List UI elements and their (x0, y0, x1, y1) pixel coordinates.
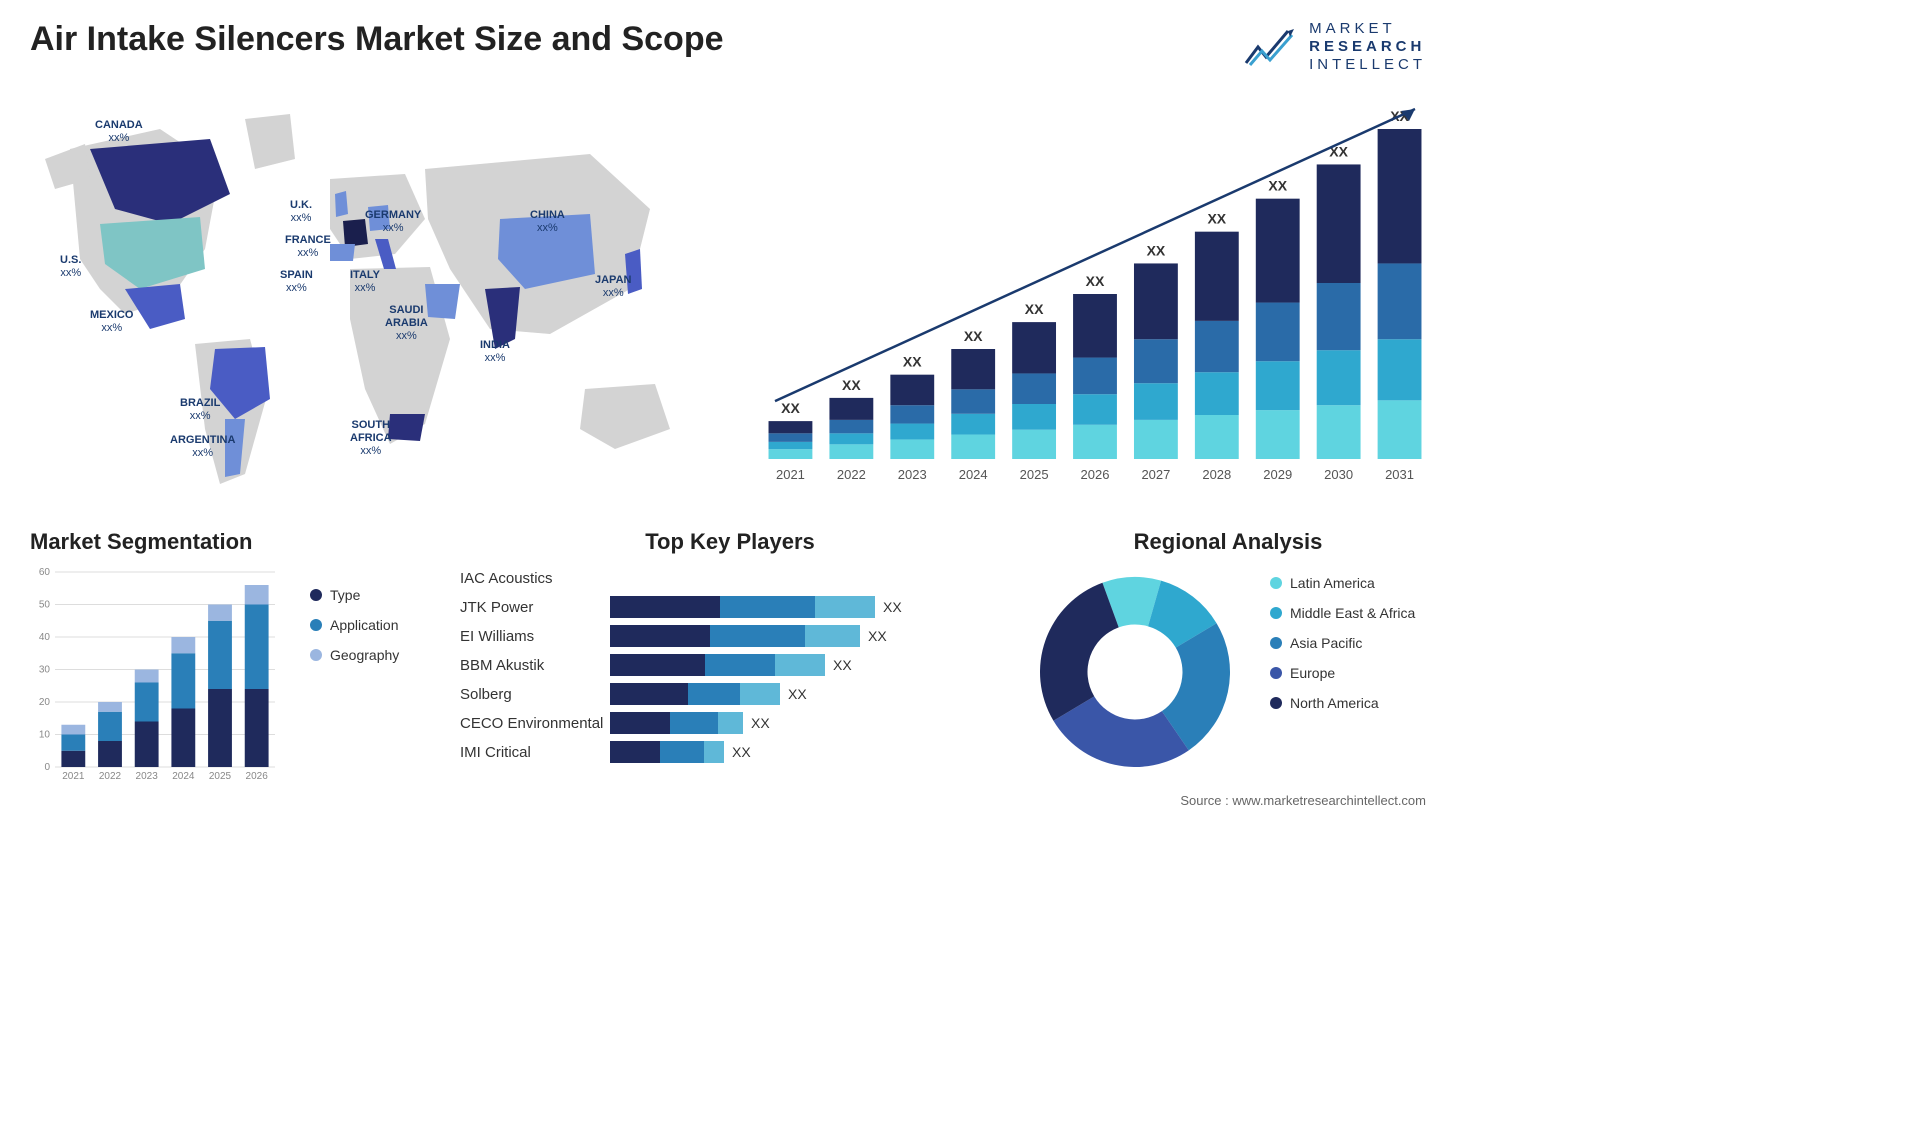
map-label: CHINAxx% (530, 209, 565, 235)
svg-text:2029: 2029 (1263, 467, 1292, 482)
svg-text:2031: 2031 (1385, 467, 1414, 482)
regional-title: Regional Analysis (1030, 529, 1426, 555)
legend-item: Latin America (1270, 575, 1415, 591)
logo-line2: RESEARCH (1309, 38, 1426, 56)
legend-item: Application (310, 617, 399, 633)
svg-text:2022: 2022 (837, 467, 866, 482)
map-label: BRAZILxx% (180, 397, 220, 423)
player-row: EI WilliamsXX (460, 625, 1000, 647)
map-label: ITALYxx% (350, 269, 380, 295)
map-label: GERMANYxx% (365, 209, 421, 235)
regional-donut (1030, 567, 1240, 777)
legend-item: Type (310, 587, 399, 603)
world-map: CANADAxx% U.S.xx% MEXICOxx% BRAZILxx% ARGENT… (30, 89, 710, 499)
svg-text:30: 30 (39, 665, 51, 676)
map-label: FRANCExx% (285, 234, 331, 260)
map-label: U.K.xx% (290, 199, 312, 225)
map-label: CANADAxx% (95, 119, 143, 145)
map-label: SPAINxx% (280, 269, 313, 295)
segmentation-legend: Type Application Geography (310, 567, 399, 787)
player-row: BBM AkustikXX (460, 654, 1000, 676)
svg-text:20: 20 (39, 697, 51, 708)
growth-chart: XX 2021 XX 2022 XX 2023 XX 2024 XX 2025 XX 2026 XX 20… (750, 89, 1440, 499)
svg-text:40: 40 (39, 632, 51, 643)
map-label: U.S.xx% (60, 254, 81, 280)
svg-text:2021: 2021 (776, 467, 805, 482)
segmentation-title: Market Segmentation (30, 529, 430, 555)
svg-text:XX: XX (1207, 211, 1226, 227)
segmentation-chart: 0 10 20 30 40 50 60 2021 2022 2023 2024 2025 2026 (30, 567, 280, 787)
map-label: INDIAxx% (480, 339, 510, 365)
page-title: Air Intake Silencers Market Size and Sco… (30, 20, 724, 59)
svg-text:2022: 2022 (99, 771, 122, 782)
svg-text:2030: 2030 (1324, 467, 1353, 482)
source-text: Source : www.marketresearchintellect.com (1180, 793, 1426, 808)
legend-item: Europe (1270, 665, 1415, 681)
legend-item: Asia Pacific (1270, 635, 1415, 651)
player-row: IAC Acoustics (460, 567, 1000, 589)
svg-text:XX: XX (1147, 242, 1166, 258)
svg-text:2023: 2023 (136, 771, 159, 782)
svg-text:2021: 2021 (62, 771, 85, 782)
svg-text:50: 50 (39, 600, 51, 611)
brand-logo: MARKET RESEARCH INTELLECT (1244, 20, 1426, 74)
legend-item: Geography (310, 647, 399, 663)
player-row: SolbergXX (460, 683, 1000, 705)
svg-text:2025: 2025 (209, 771, 232, 782)
svg-text:2024: 2024 (172, 771, 195, 782)
svg-text:60: 60 (39, 567, 51, 578)
logo-line3: INTELLECT (1309, 56, 1426, 74)
svg-text:2026: 2026 (1081, 467, 1110, 482)
svg-text:2028: 2028 (1202, 467, 1231, 482)
svg-text:XX: XX (781, 400, 800, 416)
svg-text:2025: 2025 (1020, 467, 1049, 482)
svg-text:XX: XX (842, 377, 861, 393)
svg-text:0: 0 (44, 762, 50, 773)
legend-item: North America (1270, 695, 1415, 711)
map-label: SAUDIARABIAxx% (385, 304, 428, 344)
map-label: JAPANxx% (595, 274, 631, 300)
map-label: MEXICOxx% (90, 309, 133, 335)
svg-text:XX: XX (964, 328, 983, 344)
svg-text:XX: XX (1268, 178, 1287, 194)
regional-legend: Latin America Middle East & Africa Asia Pa… (1270, 567, 1415, 711)
map-label: SOUTHAFRICAxx% (350, 419, 392, 459)
players-title: Top Key Players (460, 529, 1000, 555)
svg-text:2027: 2027 (1141, 467, 1170, 482)
player-row: CECO EnvironmentalXX (460, 712, 1000, 734)
map-label: ARGENTINAxx% (170, 434, 235, 460)
svg-text:2024: 2024 (959, 467, 988, 482)
svg-text:10: 10 (39, 730, 51, 741)
player-row: IMI CriticalXX (460, 741, 1000, 763)
svg-text:XX: XX (1025, 301, 1044, 317)
players-list: IAC Acoustics JTK PowerXX EI WilliamsXX BBM… (460, 567, 1000, 763)
svg-text:2023: 2023 (898, 467, 927, 482)
svg-text:XX: XX (1086, 273, 1105, 289)
logo-line1: MARKET (1309, 20, 1426, 38)
legend-item: Middle East & Africa (1270, 605, 1415, 621)
player-row: JTK PowerXX (460, 596, 1000, 618)
svg-text:XX: XX (903, 354, 922, 370)
svg-text:2026: 2026 (246, 771, 269, 782)
logo-icon (1244, 25, 1299, 70)
